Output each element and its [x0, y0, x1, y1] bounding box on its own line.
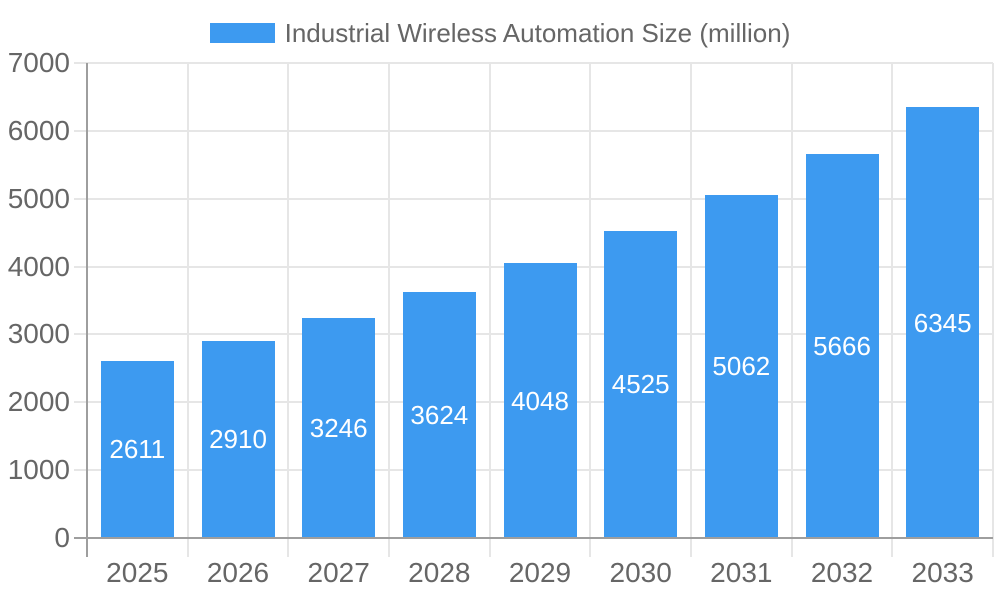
y-tick-label: 6000: [7, 114, 70, 146]
gridline-v: [388, 63, 390, 557]
bar: [805, 153, 879, 538]
gridline-v: [287, 63, 290, 557]
y-tick-label: 0: [54, 522, 70, 553]
y-tick-label: 3000: [7, 318, 70, 350]
y-tick-label: 5000: [7, 182, 70, 214]
x-axis-line: [74, 537, 993, 539]
bar-value-label: 5062: [712, 351, 771, 382]
y-tick-label: 7000: [7, 47, 70, 78]
y-tick-label: 4000: [7, 250, 70, 282]
bar-value-label: 4048: [511, 385, 569, 416]
gridline-h: [74, 197, 993, 200]
bar: [302, 317, 376, 538]
y-tick-label: 2000: [7, 386, 70, 418]
x-tick-label: 2031: [710, 557, 773, 588]
bar-value-label: 4525: [611, 369, 670, 400]
x-tick-label: 2026: [206, 557, 270, 588]
x-tick-label: 2032: [810, 557, 874, 588]
gridline-v: [992, 63, 994, 557]
bar: [402, 292, 476, 538]
x-tick-label: 2027: [307, 557, 370, 588]
legend-label: Industrial Wireless Automation Size (mil…: [284, 18, 791, 48]
gridline-h: [74, 129, 993, 132]
bar-value-label: 5666: [813, 330, 871, 361]
gridline-v: [488, 63, 491, 557]
bar-value-label: 3246: [309, 412, 368, 443]
x-tick-label: 2025: [106, 557, 169, 588]
x-tick-label: 2030: [609, 557, 672, 588]
bar-value-label: 3624: [410, 400, 469, 431]
bar: [906, 107, 980, 538]
gridline-v: [891, 63, 894, 557]
legend[interactable]: Industrial Wireless Automation Size (mil…: [0, 17, 1000, 49]
y-axis-line: [86, 63, 88, 557]
bar: [604, 230, 678, 538]
y-tick-label: 1000: [7, 454, 70, 486]
x-tick-label: 2029: [508, 557, 572, 588]
bar: [201, 340, 275, 538]
bar-value-label: 6345: [913, 307, 972, 338]
bar-value-label: 2611: [109, 434, 166, 465]
gridline-v: [790, 63, 793, 557]
bar: [100, 360, 174, 538]
gridline-v: [589, 63, 592, 557]
bar-value-label: 2910: [209, 424, 267, 455]
x-tick-label: 2028: [408, 557, 471, 588]
bar: [503, 263, 577, 538]
x-tick-label: 2033: [911, 557, 974, 588]
gridline-v: [690, 63, 692, 557]
gridline-h: [74, 62, 993, 64]
bar: [704, 194, 778, 538]
gridline-v: [186, 63, 189, 557]
legend-swatch-icon: [209, 23, 275, 43]
